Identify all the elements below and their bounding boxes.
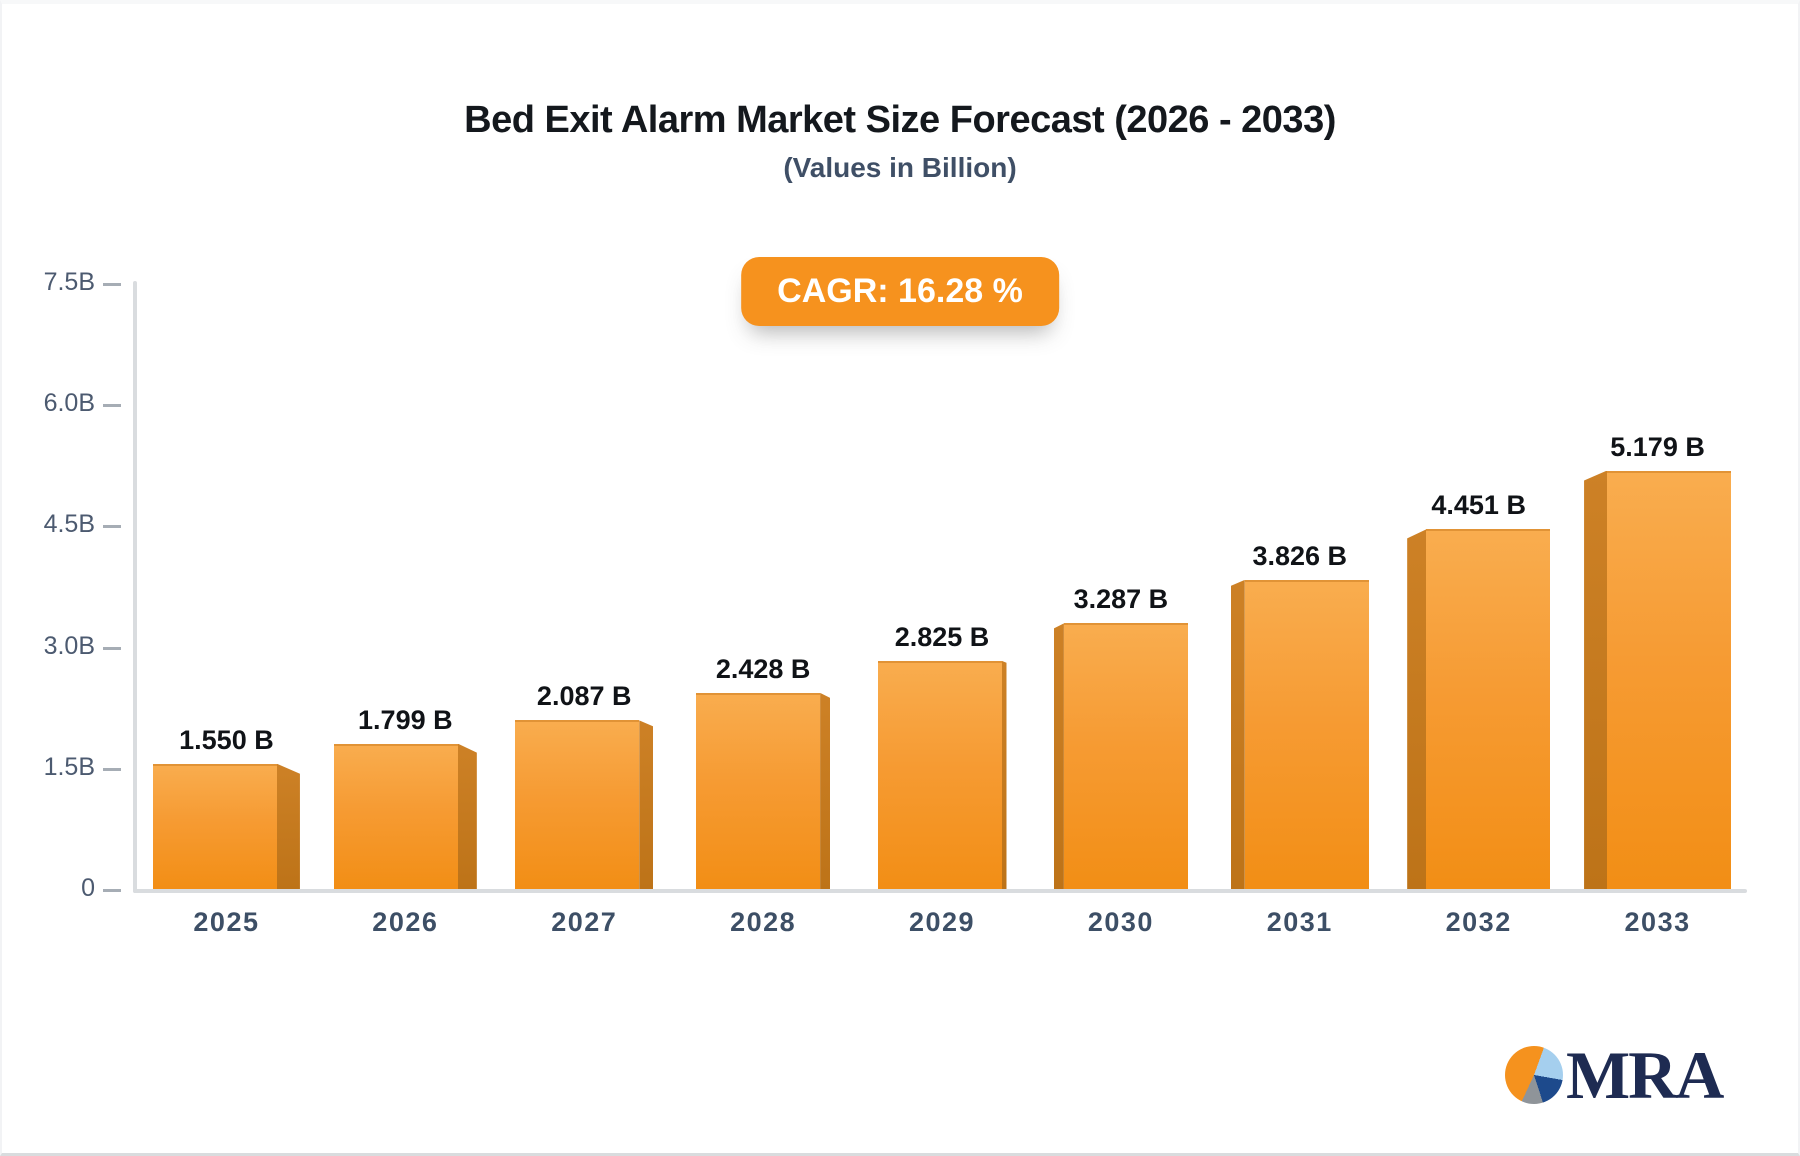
x-tick-label: 2029	[908, 907, 976, 937]
y-tick-dash	[103, 889, 121, 892]
chart-title: Bed Exit Alarm Market Size Forecast (202…	[464, 99, 1336, 141]
bar-side-face	[276, 763, 300, 889]
bar-2026: 1.799 B	[333, 705, 477, 889]
x-axis-line	[133, 889, 1747, 893]
bar-side-face	[1053, 623, 1064, 889]
y-axis-line	[133, 281, 137, 893]
chart-subtitle: (Values in Billion)	[783, 152, 1017, 183]
bar-group-2031: 3.826 B	[1210, 255, 1389, 889]
bar-group-2033: 5.179 B	[1568, 255, 1747, 889]
bar-side-face	[1001, 660, 1007, 889]
bar-2029: 2.825 B	[877, 622, 1007, 889]
y-tick-label: 1.5B	[43, 752, 95, 781]
logo-pie-icon	[1505, 1046, 1563, 1104]
bar-group-2029: 2.825 B	[853, 255, 1032, 889]
x-tick-label: 2025	[193, 907, 260, 937]
y-tick-dash	[103, 646, 121, 650]
bar-side-face	[1230, 579, 1245, 889]
bar-group-2027: 2.087 B	[495, 255, 674, 889]
bar-2031: 3.826 B	[1230, 541, 1369, 889]
bar-value-label: 2.428 B	[715, 653, 811, 684]
bar-chart: 0 1.5B 3.0B 4.5B 6.0B 7.5B 1.550 B 1.799 B 2.08…	[44, 255, 1747, 937]
x-tick-label: 2027	[551, 907, 618, 937]
bar-2032: 4.451 B	[1407, 490, 1551, 889]
y-tick-dash	[103, 767, 121, 771]
bars-area: 1.550 B 1.799 B 2.087 B 2.428 B 2.825 B 3.287…	[137, 255, 1747, 889]
x-axis-labels: 2025 2026 2027 2028 2029 2030 2031 2032 2033	[137, 907, 1747, 938]
y-tick-label: 0	[81, 874, 95, 902]
x-tick-label: 2030	[1087, 907, 1154, 937]
bar-2030: 3.287 B	[1053, 584, 1188, 889]
bar-value-label: 2.087 B	[536, 681, 632, 712]
x-tick-label: 2033	[1624, 907, 1691, 937]
x-tick-label: 2028	[730, 907, 797, 937]
bar-group-2028: 2.428 B	[674, 255, 853, 889]
bar-value-label: 3.287 B	[1073, 584, 1169, 615]
bar-side-face	[1584, 470, 1608, 889]
bar-front-face	[152, 763, 277, 889]
bar-side-face	[1407, 529, 1427, 889]
logo-text: MRA	[1566, 1037, 1724, 1113]
y-tick-dash	[103, 525, 121, 529]
bar-group-2032: 4.451 B	[1389, 255, 1568, 889]
y-tick-label: 4.5B	[43, 510, 95, 539]
bar-value-label: 1.799 B	[358, 704, 453, 735]
bar-2033: 5.179 B	[1584, 432, 1732, 889]
y-tick-label: 7.5B	[43, 268, 95, 296]
y-tick-label: 3.0B	[43, 631, 95, 660]
bar-2027: 2.087 B	[515, 681, 654, 889]
bar-front-face	[1244, 579, 1369, 889]
bar-2028: 2.428 B	[696, 654, 831, 889]
bar-value-label: 4.451 B	[1431, 490, 1526, 521]
mra-logo: MRA	[1505, 1037, 1724, 1113]
bar-side-face	[639, 720, 654, 889]
bar-group-2026: 1.799 B	[316, 255, 495, 889]
bar-front-face	[1607, 470, 1732, 889]
bar-value-label: 2.825 B	[894, 621, 990, 652]
bar-value-label: 5.179 B	[1610, 431, 1705, 462]
y-tick-label: 6.0B	[43, 389, 95, 418]
bar-front-face	[877, 660, 1002, 889]
bar-front-face	[515, 720, 640, 889]
bar-front-face	[1426, 529, 1551, 889]
bar-group-2030: 3.287 B	[1031, 255, 1210, 889]
bar-value-label: 1.550 B	[179, 724, 274, 755]
bar-front-face	[333, 743, 458, 889]
bar-2025: 1.550 B	[152, 725, 300, 889]
bar-front-face	[1063, 623, 1188, 889]
bar-side-face	[457, 743, 477, 889]
bar-group-2025: 1.550 B	[137, 255, 316, 889]
bar-front-face	[696, 692, 821, 889]
x-tick-label: 2031	[1266, 907, 1333, 937]
y-tick-dash	[103, 283, 121, 286]
x-tick-label: 2032	[1445, 907, 1512, 937]
bar-side-face	[820, 692, 831, 889]
y-tick-dash	[103, 404, 121, 408]
x-tick-label: 2026	[372, 907, 439, 937]
bar-value-label: 3.826 B	[1252, 540, 1348, 571]
cagr-badge: CAGR: 16.28 %	[741, 257, 1059, 326]
